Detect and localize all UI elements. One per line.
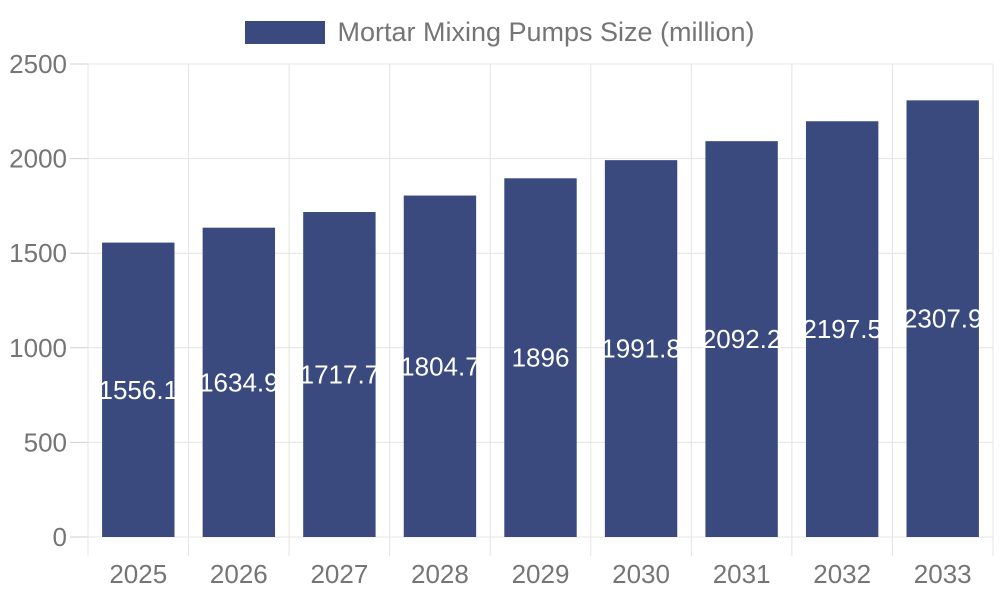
x-axis-tick-label: 2032 — [813, 559, 871, 589]
bar-value-label: 2197.5 — [802, 314, 882, 344]
y-axis-tick-label: 500 — [24, 427, 67, 457]
bar-value-label: 1634.9 — [199, 367, 279, 397]
legend[interactable]: Mortar Mixing Pumps Size (million) — [0, 19, 1000, 46]
bar-2027 — [303, 212, 376, 537]
bar-value-label: 1896 — [512, 343, 570, 373]
y-axis-tick-label: 1000 — [9, 333, 67, 363]
bar-2033 — [906, 100, 979, 537]
x-axis-tick-label: 2031 — [713, 559, 771, 589]
bar-2031 — [705, 141, 778, 537]
bar-value-label: 1804.7 — [400, 351, 480, 381]
y-axis-tick-label: 2000 — [9, 144, 67, 174]
bar-2029 — [504, 178, 577, 537]
y-axis-tick-label: 2500 — [9, 49, 67, 79]
bar-2028 — [403, 195, 477, 537]
bar-2032 — [805, 121, 879, 537]
y-axis-tick-label: 1500 — [9, 238, 67, 268]
legend-label: Mortar Mixing Pumps Size (million) — [337, 17, 755, 47]
x-axis-tick-label: 2025 — [109, 559, 167, 589]
legend-swatch-icon — [245, 21, 326, 44]
bar-2025 — [102, 242, 175, 537]
bar-value-label: 2092.2 — [702, 324, 782, 354]
bar-2026 — [202, 227, 276, 537]
x-axis-tick-label: 2029 — [512, 559, 570, 589]
x-axis-tick-label: 2030 — [612, 559, 670, 589]
x-axis-tick-label: 2027 — [310, 559, 368, 589]
x-axis-tick-label: 2033 — [914, 559, 972, 589]
x-axis-tick-label: 2026 — [210, 559, 268, 589]
y-axis-tick-label: 0 — [53, 522, 67, 552]
bar-value-label: 1556.1 — [99, 375, 179, 405]
bar-2030 — [604, 160, 678, 538]
bar-value-label: 1991.8 — [601, 334, 681, 364]
bar-value-label: 1717.7 — [300, 360, 380, 390]
bar-value-label: 2307.9 — [903, 304, 983, 334]
x-axis-tick-label: 2028 — [411, 559, 469, 589]
